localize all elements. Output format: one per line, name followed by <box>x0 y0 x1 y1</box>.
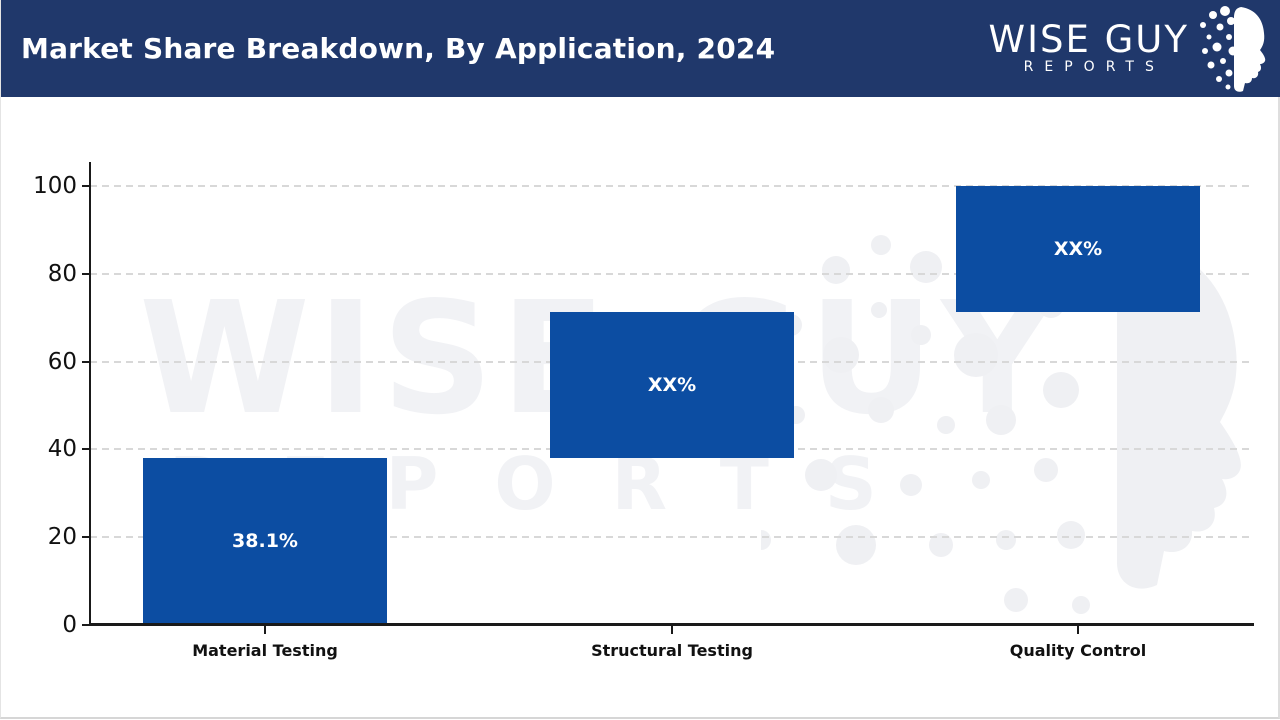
y-tick-label: 0 <box>62 612 77 638</box>
y-tick <box>82 448 90 451</box>
y-tick-label: 20 <box>47 524 77 551</box>
y-tick <box>82 360 90 363</box>
x-tick <box>1077 626 1079 634</box>
y-tick <box>82 272 90 275</box>
gridline <box>90 185 1254 187</box>
y-tick-label: 60 <box>47 348 77 375</box>
header: Market Share Breakdown, By Application, … <box>1 0 1280 97</box>
page-title: Market Share Breakdown, By Application, … <box>21 32 776 65</box>
x-axis-spine <box>89 623 1254 626</box>
bar-value-label: XX% <box>647 373 697 396</box>
gridline <box>90 536 1254 539</box>
bar-value-label: XX% <box>1053 237 1103 260</box>
y-axis-spine <box>89 162 91 626</box>
x-category-label: Structural Testing <box>591 641 753 660</box>
logo-wordmark: WISE GUY <box>988 18 1189 62</box>
x-tick <box>264 626 266 634</box>
bar-structural-testing <box>550 311 794 458</box>
y-tick-label: 80 <box>47 260 77 287</box>
y-tick-label: 100 <box>33 173 77 199</box>
y-tick <box>82 185 90 187</box>
x-category-label: Quality Control <box>1009 641 1147 660</box>
wise-guy-logo: WISE GUY REPORTS <box>989 3 1280 95</box>
y-tick-label: 40 <box>47 436 77 463</box>
bar-value-label: 38.1% <box>232 530 298 553</box>
y-tick <box>82 624 90 626</box>
wise-guy-face-icon <box>1200 5 1266 92</box>
y-tick <box>82 536 90 539</box>
bar-material-testing <box>143 457 387 625</box>
x-category-label: Material Testing <box>192 641 338 660</box>
gridline <box>90 272 1254 275</box>
x-tick <box>671 626 673 634</box>
logo-subtitle: REPORTS <box>1023 59 1165 76</box>
bar-quality-control <box>956 186 1200 312</box>
